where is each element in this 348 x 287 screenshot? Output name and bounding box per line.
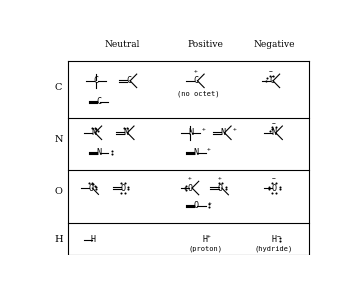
Text: O: O <box>271 183 277 193</box>
Text: +: + <box>233 126 237 131</box>
Text: N: N <box>123 128 128 137</box>
Text: O: O <box>193 201 198 210</box>
Text: +: + <box>207 233 211 238</box>
Text: Negative: Negative <box>253 40 295 49</box>
Text: +: + <box>193 69 197 74</box>
Text: C: C <box>55 83 62 92</box>
Text: N: N <box>91 128 96 137</box>
Text: O: O <box>120 183 126 193</box>
Text: (hydride): (hydride) <box>255 246 293 252</box>
Text: C: C <box>126 76 131 85</box>
Text: −: − <box>269 69 273 74</box>
Text: C: C <box>94 76 98 85</box>
Text: (no octet): (no octet) <box>177 90 220 97</box>
Text: Positive: Positive <box>187 40 223 49</box>
Text: N: N <box>96 148 101 157</box>
Text: H: H <box>91 235 96 244</box>
Text: N: N <box>271 128 277 137</box>
Text: −: − <box>272 120 276 125</box>
Text: O: O <box>88 183 93 193</box>
Text: H: H <box>54 235 63 245</box>
Text: −: − <box>272 175 276 180</box>
Text: +: + <box>218 175 221 180</box>
Text: (proton): (proton) <box>188 246 222 252</box>
Text: N: N <box>193 148 198 157</box>
Text: +: + <box>207 146 211 151</box>
Text: −: − <box>276 233 280 238</box>
Text: N: N <box>54 135 63 144</box>
Text: +: + <box>188 175 192 180</box>
Text: +: + <box>201 126 205 131</box>
Text: H: H <box>203 235 208 244</box>
Text: C: C <box>193 76 198 85</box>
Text: O: O <box>218 183 223 193</box>
Text: +: + <box>207 201 211 205</box>
Text: C: C <box>96 97 101 106</box>
Text: Neutral: Neutral <box>104 40 140 49</box>
Text: H: H <box>271 235 277 244</box>
Text: O: O <box>54 187 62 196</box>
Text: N: N <box>188 128 193 137</box>
Text: N: N <box>220 128 226 137</box>
Text: C: C <box>269 76 274 85</box>
Text: O: O <box>188 183 193 193</box>
